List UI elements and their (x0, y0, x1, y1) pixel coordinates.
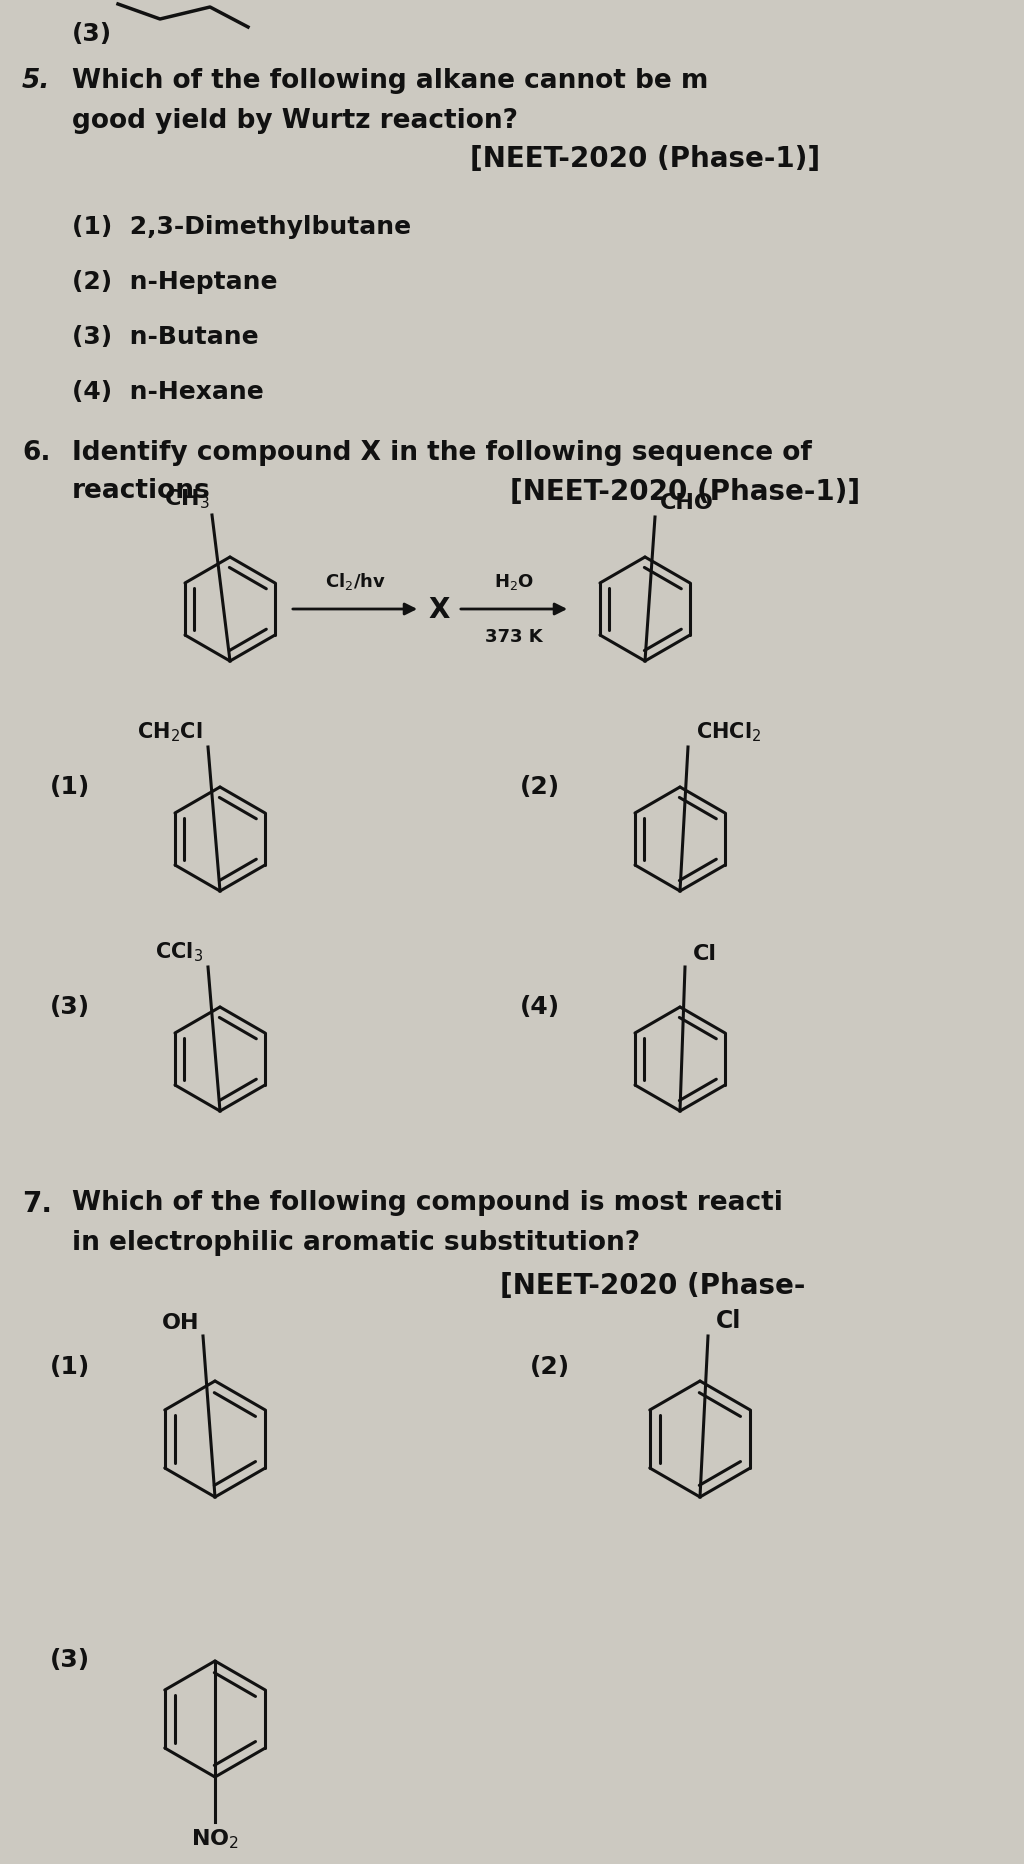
Text: Identify compound X in the following sequence of: Identify compound X in the following seq… (72, 440, 812, 466)
Text: Cl: Cl (716, 1309, 741, 1333)
Text: (1)  2,3-Dimethylbutane: (1) 2,3-Dimethylbutane (72, 214, 411, 239)
Text: CH$_2$Cl: CH$_2$Cl (137, 720, 203, 744)
Text: Cl: Cl (693, 943, 717, 964)
Text: CHCl$_2$: CHCl$_2$ (696, 720, 762, 744)
Text: (4): (4) (520, 995, 560, 1018)
Text: CHO: CHO (660, 492, 714, 513)
Text: NO$_2$: NO$_2$ (191, 1827, 239, 1849)
Text: 373 K: 373 K (485, 628, 543, 645)
Text: 7.: 7. (22, 1189, 52, 1217)
Text: CCl$_3$: CCl$_3$ (155, 939, 203, 964)
Text: (2): (2) (530, 1355, 570, 1377)
Text: (1): (1) (50, 775, 90, 798)
Text: Which of the following compound is most reacti: Which of the following compound is most … (72, 1189, 783, 1215)
Text: 6.: 6. (22, 440, 50, 466)
Text: (3): (3) (50, 1648, 90, 1672)
Text: (3): (3) (72, 22, 112, 47)
Text: (1): (1) (50, 1355, 90, 1377)
Text: (3): (3) (50, 995, 90, 1018)
Text: (3)  n-Butane: (3) n-Butane (72, 324, 259, 349)
Text: in electrophilic aromatic substitution?: in electrophilic aromatic substitution? (72, 1230, 640, 1254)
Text: (2): (2) (520, 775, 560, 798)
Text: H$_2$O: H$_2$O (494, 572, 535, 591)
Text: reactions: reactions (72, 477, 211, 503)
Text: Cl$_2$/hv: Cl$_2$/hv (325, 570, 385, 591)
Text: [NEET-2020 (Phase-: [NEET-2020 (Phase- (500, 1271, 805, 1299)
Text: good yield by Wurtz reaction?: good yield by Wurtz reaction? (72, 108, 518, 134)
Text: (4)  n-Hexane: (4) n-Hexane (72, 380, 264, 404)
Text: (2)  n-Heptane: (2) n-Heptane (72, 270, 278, 295)
Text: [NEET-2020 (Phase-1)]: [NEET-2020 (Phase-1)] (510, 477, 860, 505)
Text: X: X (428, 596, 450, 624)
Text: 5.: 5. (22, 67, 50, 93)
Text: Which of the following alkane cannot be m: Which of the following alkane cannot be … (72, 67, 709, 93)
Text: OH: OH (162, 1312, 199, 1333)
Text: CH$_3$: CH$_3$ (164, 487, 210, 511)
Text: [NEET-2020 (Phase-1)]: [NEET-2020 (Phase-1)] (470, 145, 820, 173)
